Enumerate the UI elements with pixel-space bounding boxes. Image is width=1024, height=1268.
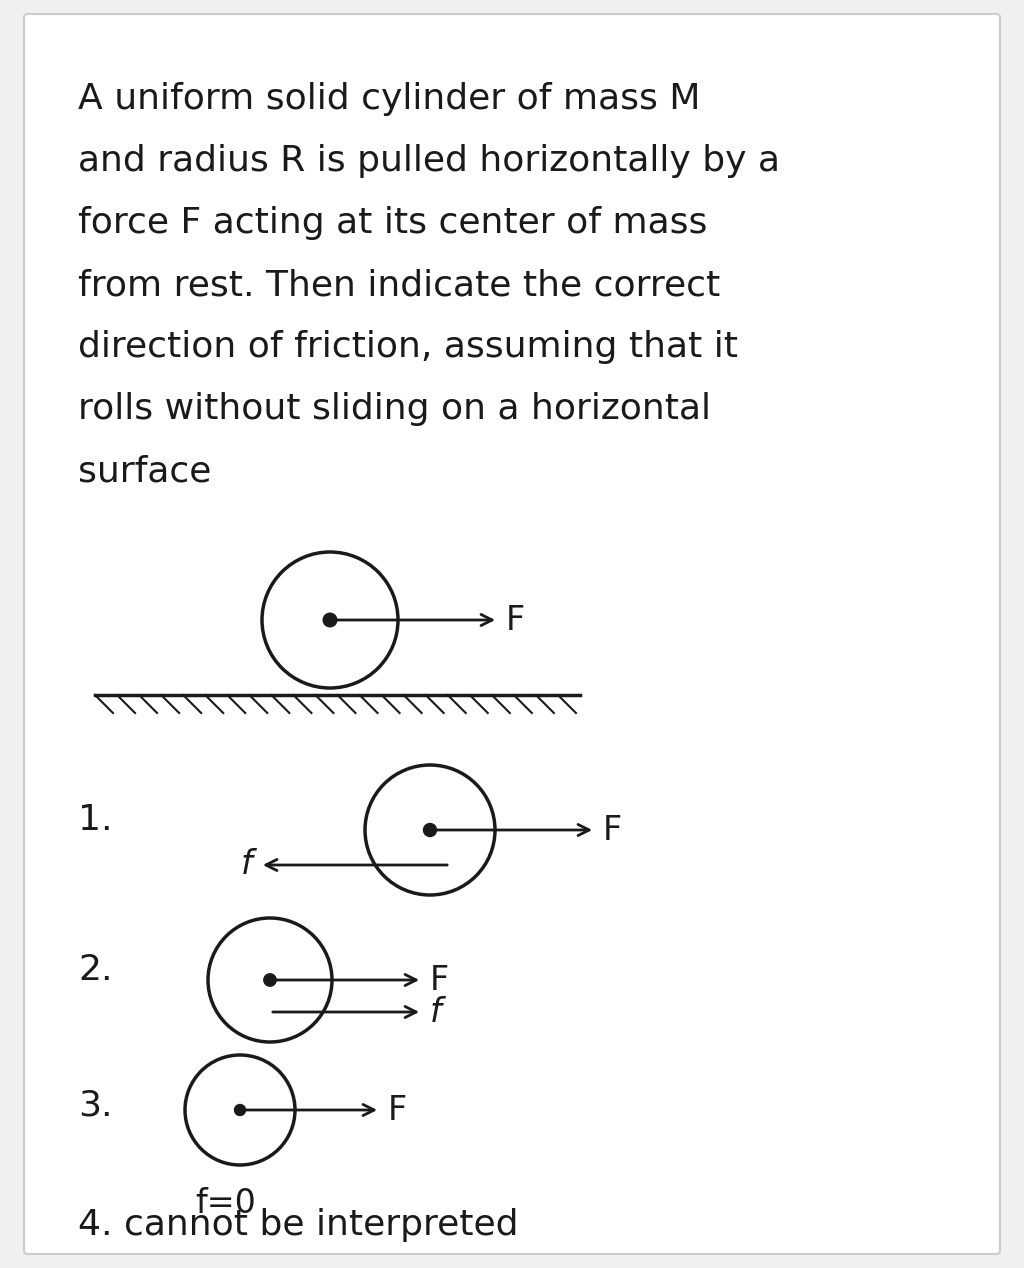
Circle shape	[424, 823, 436, 837]
Text: surface: surface	[78, 454, 211, 488]
Text: F: F	[430, 964, 450, 997]
Text: direction of friction, assuming that it: direction of friction, assuming that it	[78, 330, 738, 364]
Text: f=0: f=0	[195, 1187, 256, 1220]
Text: f: f	[430, 995, 441, 1028]
Text: A uniform solid cylinder of mass M: A uniform solid cylinder of mass M	[78, 82, 700, 115]
Text: from rest. Then indicate the correct: from rest. Then indicate the correct	[78, 268, 720, 302]
FancyBboxPatch shape	[24, 14, 1000, 1254]
Text: F: F	[603, 814, 623, 847]
Text: f: f	[241, 848, 252, 881]
Text: 4. cannot be interpreted: 4. cannot be interpreted	[78, 1208, 518, 1241]
Text: force F acting at its center of mass: force F acting at its center of mass	[78, 205, 708, 240]
Circle shape	[234, 1104, 246, 1116]
Text: 3.: 3.	[78, 1088, 113, 1122]
Circle shape	[264, 974, 276, 987]
Circle shape	[324, 614, 337, 626]
Text: 1.: 1.	[78, 803, 113, 837]
Text: F: F	[506, 604, 525, 637]
Text: 2.: 2.	[78, 954, 113, 987]
Text: and radius R is pulled horizontally by a: and radius R is pulled horizontally by a	[78, 145, 780, 178]
Text: F: F	[388, 1093, 408, 1126]
Text: rolls without sliding on a horizontal: rolls without sliding on a horizontal	[78, 392, 711, 426]
